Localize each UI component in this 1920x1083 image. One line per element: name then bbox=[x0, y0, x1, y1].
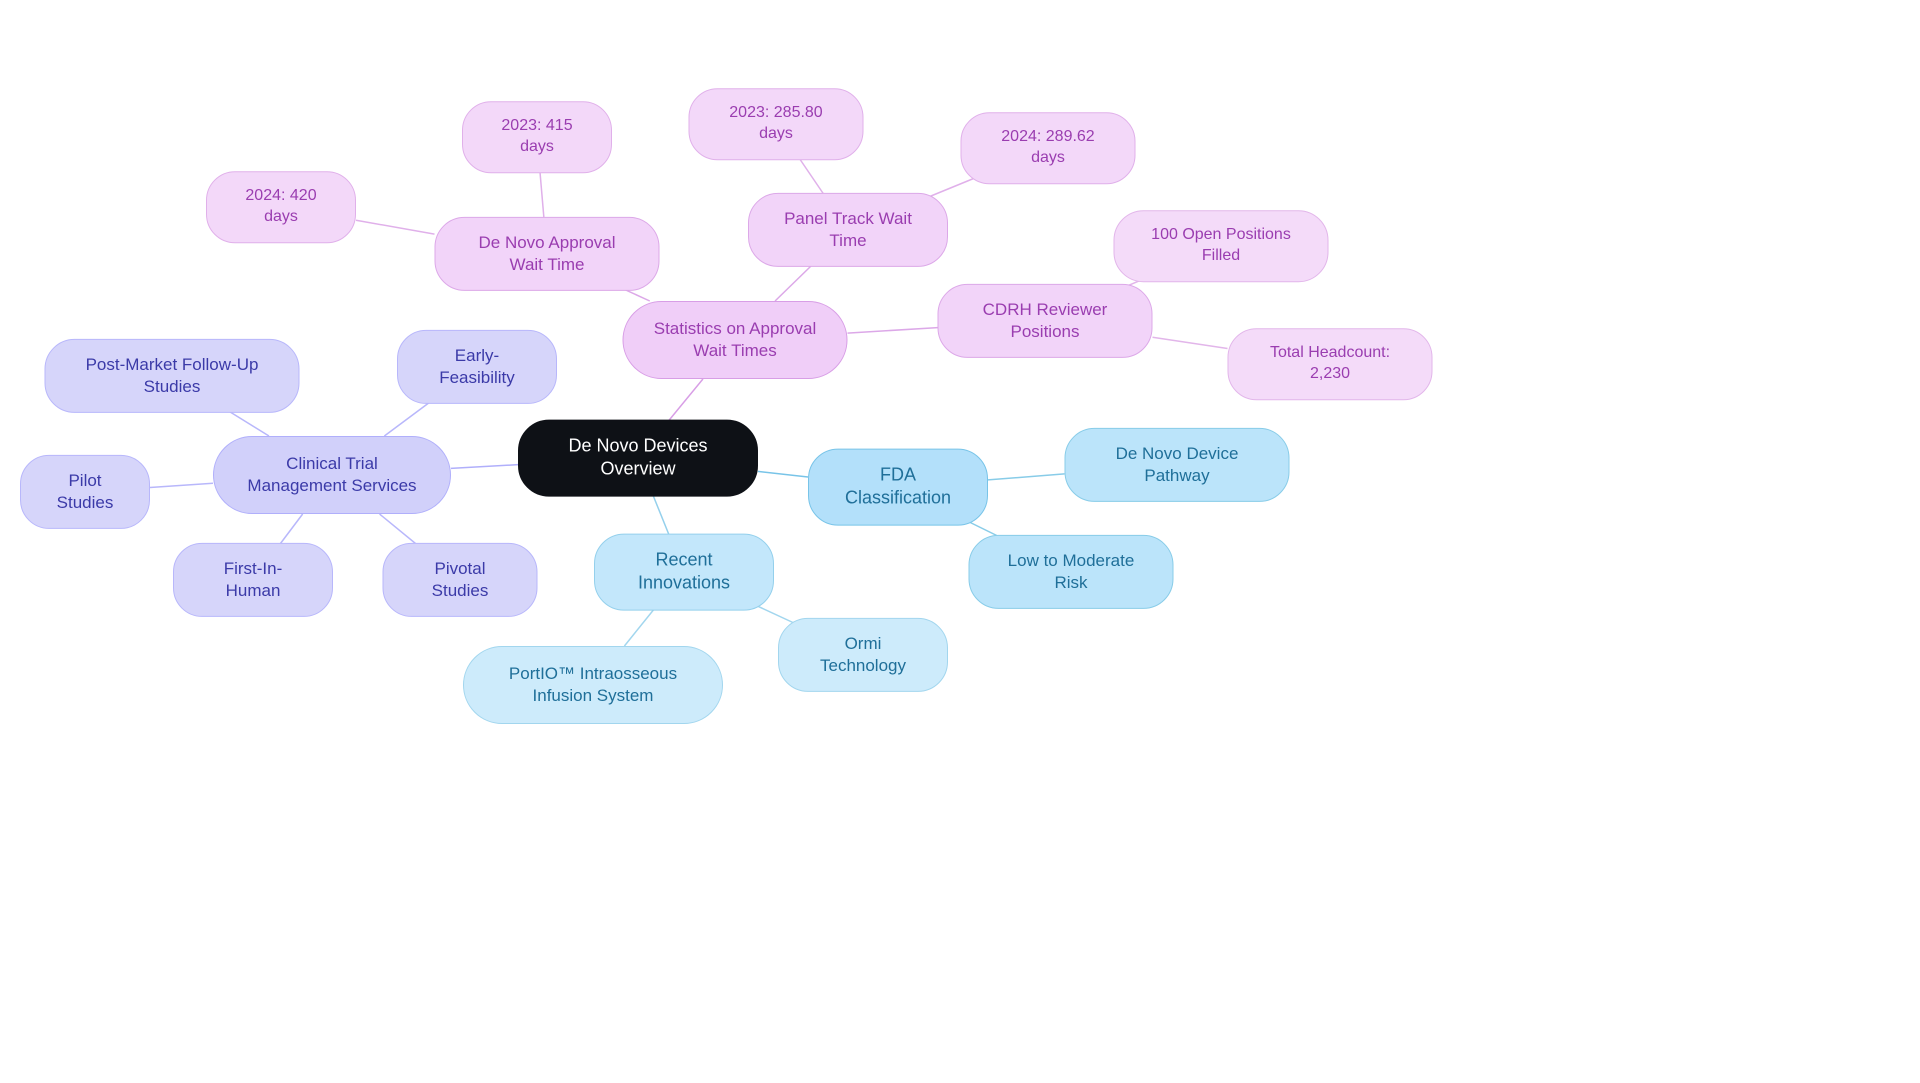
node-ctms-pilot: Pilot Studies bbox=[20, 455, 150, 529]
edges-layer bbox=[0, 0, 1920, 1083]
edge-cdrh-cdrh-head bbox=[1153, 337, 1228, 348]
node-cdrh-head: Total Headcount: 2,230 bbox=[1228, 328, 1433, 400]
node-ctms-fih: First-In-Human bbox=[173, 543, 333, 617]
edge-root-fda bbox=[758, 471, 808, 477]
edge-ctms-ctms-pilot bbox=[150, 483, 213, 487]
node-innov-ormi: Ormi Technology bbox=[778, 618, 948, 692]
node-cdrh: CDRH Reviewer Positions bbox=[938, 284, 1153, 358]
node-ctms: Clinical Trial Management Services bbox=[213, 436, 451, 514]
node-innov: Recent Innovations bbox=[594, 534, 774, 611]
node-ctms-pmf: Post-Market Follow-Up Studies bbox=[45, 339, 300, 413]
node-panel: Panel Track Wait Time bbox=[748, 193, 948, 267]
edge-denovo-denovo-2023 bbox=[539, 166, 544, 224]
node-fda-risk: Low to Moderate Risk bbox=[969, 535, 1174, 609]
node-root: De Novo Devices Overview bbox=[518, 420, 758, 497]
node-panel-2023: 2023: 285.80 days bbox=[689, 88, 864, 160]
node-ctms-early: Early-Feasibility bbox=[397, 330, 557, 404]
node-cdrh-100: 100 Open Positions Filled bbox=[1114, 210, 1329, 282]
node-denovo-2023: 2023: 415 days bbox=[462, 101, 612, 173]
node-denovo-2024: 2024: 420 days bbox=[206, 171, 356, 243]
node-panel-2024: 2024: 289.62 days bbox=[961, 112, 1136, 184]
node-fda: FDA Classification bbox=[808, 449, 988, 526]
node-stats: Statistics on Approval Wait Times bbox=[623, 301, 848, 379]
edge-stats-cdrh bbox=[848, 328, 938, 334]
node-ctms-pivot: Pivotal Studies bbox=[383, 543, 538, 617]
node-fda-path: De Novo Device Pathway bbox=[1065, 428, 1290, 502]
edge-denovo-denovo-2024 bbox=[356, 220, 435, 234]
node-innov-port: PortIO™ Intraosseous Infusion System bbox=[463, 646, 723, 724]
edge-root-ctms bbox=[451, 465, 518, 469]
edge-fda-fda-path bbox=[988, 474, 1065, 480]
node-denovo: De Novo Approval Wait Time bbox=[435, 217, 660, 291]
